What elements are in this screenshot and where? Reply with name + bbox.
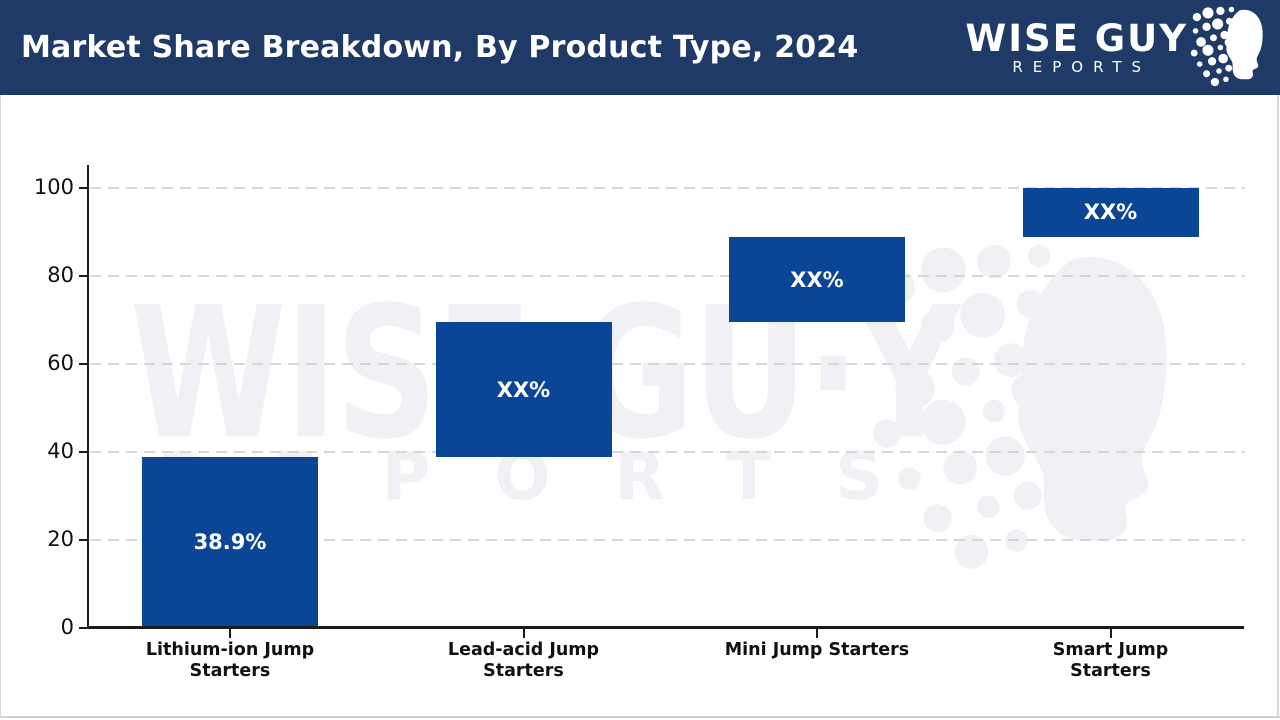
y-tick-label: 40 [47, 439, 74, 463]
y-tick-label: 0 [60, 615, 74, 639]
y-axis-tick [79, 451, 88, 453]
x-category-label: Smart Jump Starters [1052, 640, 1169, 682]
gridline-y40 [90, 451, 1245, 453]
x-category-label: Lead-acid Jump Starters [447, 640, 600, 682]
x-axis-tick [229, 629, 231, 638]
image-border-left [0, 95, 1, 717]
gridline-y60 [90, 363, 1245, 365]
y-axis-tick [79, 363, 88, 365]
header-bar: Market Share Breakdown, By Product Type,… [0, 0, 1280, 95]
y-tick-label: 80 [47, 263, 74, 287]
gridline-y100 [90, 187, 1245, 189]
x-axis-tick [522, 629, 525, 638]
bar-smart-jump-starters: XX% [1022, 188, 1199, 237]
gridline-y20 [90, 539, 1245, 541]
brand-dotted-head-icon [1190, 6, 1263, 87]
gridline-y80 [90, 275, 1245, 277]
watermark-dotted-head-icon [872, 244, 1167, 569]
x-category-label: Lithium-ion Jump Starters [145, 640, 315, 682]
bar-lithium-ion-jump-starters: 38.9% [142, 456, 318, 628]
bar-value-label: XX% [790, 267, 844, 292]
x-category-label: Mini Jump Starters [724, 640, 910, 660]
bar-value-label: XX% [496, 377, 551, 402]
brand-logo-text: WISE GUY REPORTS [965, 20, 1188, 75]
y-axis-tick [79, 627, 88, 629]
brand-subtitle: REPORTS [1012, 58, 1152, 76]
brand-name: WISE GUY [965, 17, 1188, 60]
bar-lead-acid-jump-starters: XX% [435, 322, 612, 457]
y-axis-tick [79, 539, 88, 541]
bar-value-label: 38.9% [193, 530, 267, 555]
bar-value-label: XX% [1083, 200, 1138, 225]
y-axis-tick [79, 187, 88, 189]
y-axis-line [87, 165, 89, 629]
y-axis-tick [79, 275, 88, 277]
x-axis-line [87, 626, 1244, 629]
image-border-right [1277, 95, 1279, 717]
x-axis-tick [1109, 629, 1112, 638]
y-tick-label: 20 [47, 527, 74, 551]
brand-logo: WISE GUY REPORTS [965, 6, 1280, 89]
bar-mini-jump-starters: XX% [729, 236, 905, 323]
image-border-bottom [0, 716, 1280, 718]
y-tick-label: 60 [47, 351, 74, 375]
y-tick-label: 100 [33, 175, 74, 199]
x-axis-tick [816, 629, 818, 638]
page-title: Market Share Breakdown, By Product Type,… [21, 30, 859, 65]
